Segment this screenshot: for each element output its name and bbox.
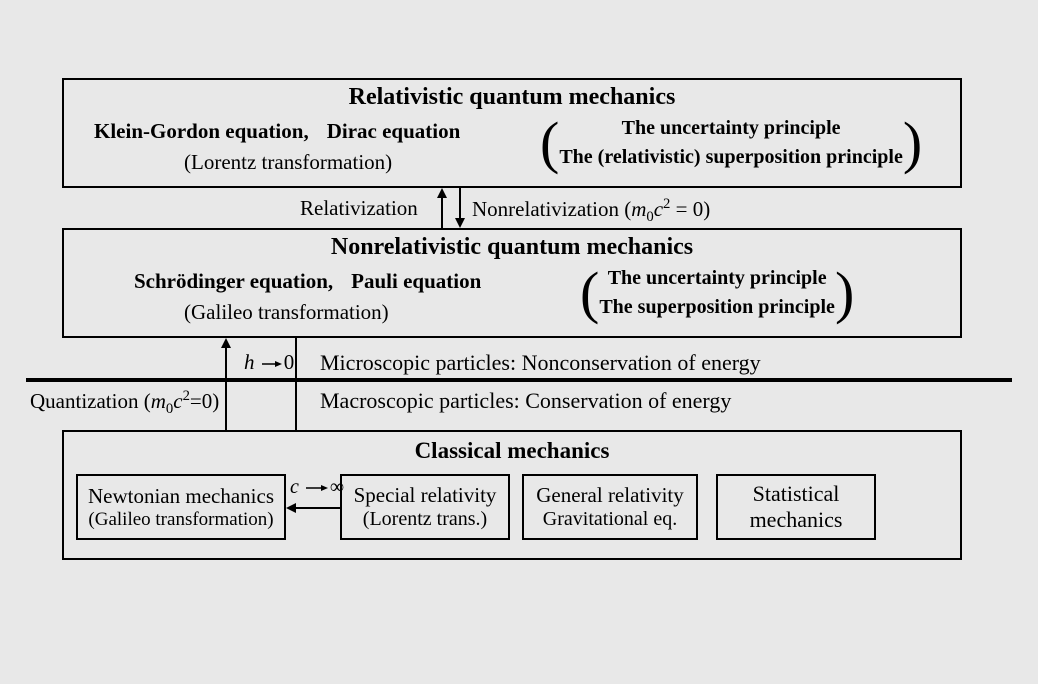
sub-0: 0 <box>646 209 653 225</box>
principles-rel: ( The uncertainty principle The (relativ… <box>540 114 922 172</box>
quant-prefix: Quantization ( <box>30 389 151 413</box>
microscopic-label: Microscopic particles: Nonconservation o… <box>320 350 761 376</box>
dirac: Dirac equation <box>327 119 461 144</box>
title-nonrel-qm: Nonrelativistic quantum mechanics <box>64 234 960 261</box>
label-quantization: Quantization (m0c2=0) <box>30 388 219 418</box>
paren-right: ) <box>903 114 922 172</box>
special-l2: (Lorentz trans.) <box>342 508 508 531</box>
title-rel-qm: Relativistic quantum mechanics <box>64 84 960 111</box>
label-c-to-inf: c ∞ <box>290 476 344 499</box>
arrow-nonrelativization-down <box>452 188 468 228</box>
quant-suffix: =0) <box>190 389 219 413</box>
label-relativization: Relativization <box>300 196 418 221</box>
divider-line <box>26 378 1012 382</box>
label-h-to-zero: h 0 <box>244 350 294 375</box>
arrow-relativization-up <box>434 188 450 228</box>
stat-l1: Statistical <box>718 481 874 507</box>
label-nonrelativization: Nonrelativization (m0c2 = 0) <box>472 196 710 226</box>
subbox-statistical: Statistical mechanics <box>716 474 876 540</box>
schrodinger: Schrödinger equation, <box>134 269 333 294</box>
infinity: ∞ <box>330 476 344 498</box>
var-c: c <box>654 197 663 221</box>
title-classical: Classical mechanics <box>64 438 960 464</box>
general-l2: Gravitational eq. <box>524 508 696 531</box>
sup-2-2: 2 <box>183 388 190 404</box>
uncert-principle: The uncertainty principle <box>559 117 903 140</box>
paren-left: ( <box>540 114 559 172</box>
newton-l1: Newtonian mechanics <box>78 484 284 509</box>
paren-right-2: ) <box>835 264 854 322</box>
paren-left-2: ( <box>580 264 599 322</box>
stat-l2: mechanics <box>718 507 874 533</box>
pauli: Pauli equation <box>351 269 481 294</box>
general-l1: General relativity <box>524 483 696 508</box>
var-m: m <box>631 197 646 221</box>
nonrel-prefix: Nonrelativization ( <box>472 197 631 221</box>
subbox-newton: Newtonian mechanics (Galileo transformat… <box>76 474 286 540</box>
nonrel-suffix: = 0) <box>670 197 710 221</box>
subbox-general-rel: General relativity Gravitational eq. <box>522 474 698 540</box>
principles-nonrel: ( The uncertainty principle The superpos… <box>580 264 854 322</box>
var-c-inf: c <box>290 476 299 498</box>
var-c-2: c <box>173 389 182 413</box>
var-h: h <box>244 350 255 374</box>
var-m-2: m <box>151 389 166 413</box>
macroscopic-label: Macroscopic particles: Conservation of e… <box>320 388 731 414</box>
h-zero: 0 <box>284 350 295 374</box>
uncert-principle-2: The uncertainty principle <box>599 267 835 290</box>
subbox-special-rel: Special relativity (Lorentz trans.) <box>340 474 510 540</box>
arrow-c-to-inf <box>286 500 340 516</box>
newton-l2: (Galileo transformation) <box>78 509 284 531</box>
rel-superposition: The (relativistic) superposition princip… <box>559 146 903 169</box>
klein-gordon: Klein-Gordon equation, <box>94 119 309 144</box>
special-l1: Special relativity <box>342 483 508 508</box>
superposition: The superposition principle <box>599 296 835 319</box>
